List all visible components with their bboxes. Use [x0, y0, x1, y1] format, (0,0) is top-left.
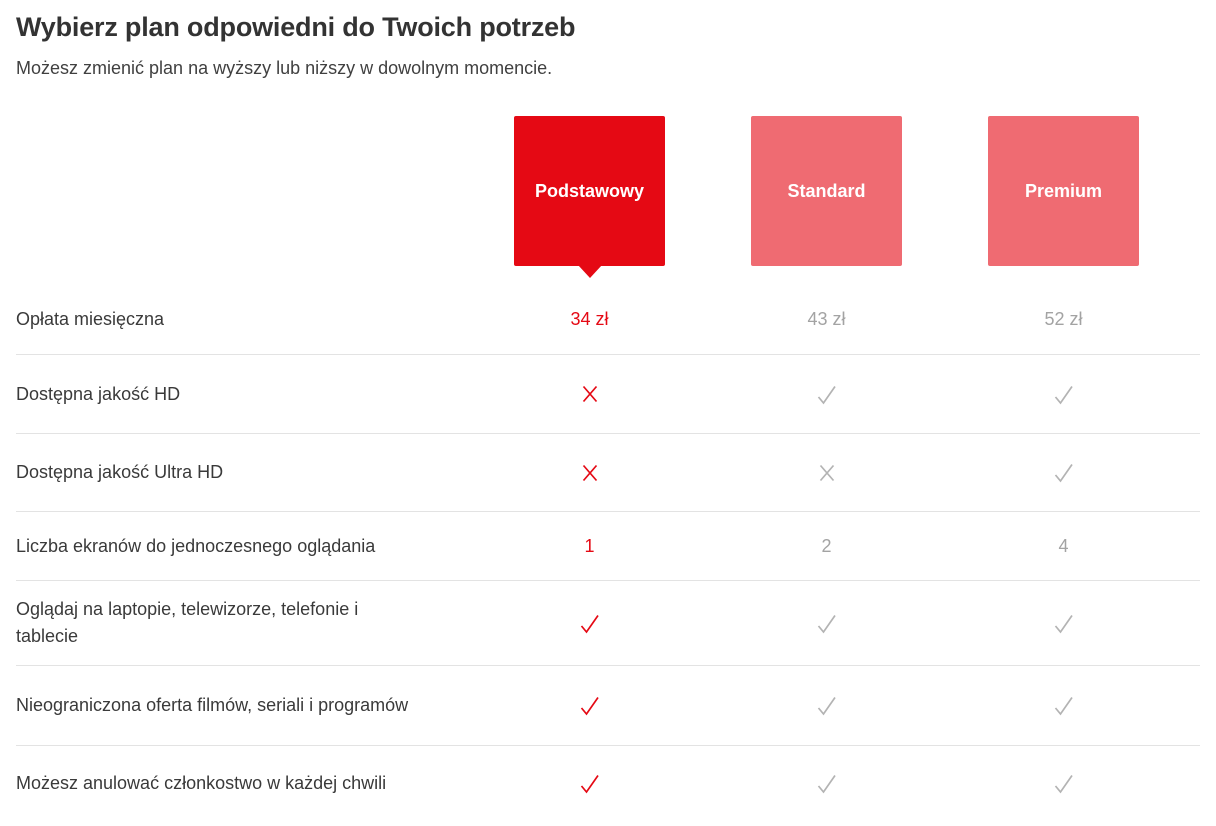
feature-value-podstawowy[interactable]	[581, 384, 599, 404]
check-icon	[817, 385, 836, 404]
feature-row: Dostępna jakość HD	[16, 355, 1200, 434]
feature-value-podstawowy[interactable]	[581, 463, 599, 483]
check-icon	[1054, 464, 1073, 483]
feature-value-premium[interactable]	[1050, 771, 1077, 796]
feature-value-premium[interactable]	[1050, 693, 1077, 718]
feature-label: Dostępna jakość Ultra HD	[16, 462, 224, 482]
page-title: Wybierz plan odpowiedni do Twoich potrze…	[16, 12, 576, 42]
feature-value-premium[interactable]: 52 zł	[1044, 309, 1083, 329]
x-icon	[819, 464, 834, 481]
x-icon	[582, 464, 597, 481]
x-icon	[582, 385, 597, 403]
feature-value-standard[interactable]	[813, 382, 840, 407]
feature-row: Oglądaj na laptopie, telewizorze, telefo…	[16, 581, 1200, 666]
feature-row: Dostępna jakość Ultra HD	[16, 434, 1200, 512]
feature-value-standard[interactable]	[813, 693, 840, 718]
feature-label: Oglądaj na laptopie, telewizorze, telefo…	[16, 599, 359, 646]
selected-plan-arrow-icon	[577, 265, 602, 278]
plan-box-premium[interactable]: Premium	[988, 116, 1139, 266]
feature-row: Nieograniczona oferta filmów, seriali i …	[16, 666, 1200, 746]
feature-value-podstawowy[interactable]	[576, 771, 603, 796]
feature-label: Możesz anulować członkostwo w każdej chw…	[16, 773, 387, 793]
feature-value-podstawowy[interactable]	[576, 611, 603, 636]
plan-name: Premium	[1024, 180, 1103, 201]
check-icon	[817, 614, 836, 633]
check-icon	[1054, 697, 1073, 716]
check-icon	[580, 614, 599, 633]
check-icon	[1054, 385, 1073, 404]
feature-value-standard[interactable]	[813, 611, 840, 636]
feature-row: Liczba ekranów do jednoczesnego oglądani…	[16, 512, 1200, 581]
plan-header-row: Podstawowy Standard Premium	[16, 116, 1200, 279]
feature-label: Dostępna jakość HD	[16, 383, 181, 404]
plan-box-standard[interactable]: Standard	[751, 116, 902, 266]
plan-box-podstawowy[interactable]: Podstawowy	[514, 116, 665, 278]
feature-label: Opłata miesięczna	[16, 309, 165, 329]
check-icon	[580, 697, 599, 716]
feature-value-premium[interactable]: 4	[1058, 535, 1069, 556]
feature-value-podstawowy[interactable]	[576, 693, 603, 718]
feature-value-premium[interactable]	[1050, 382, 1077, 407]
check-icon	[1054, 775, 1073, 794]
feature-value-premium[interactable]	[1050, 460, 1077, 485]
feature-label: Liczba ekranów do jednoczesnego oglądani…	[16, 535, 376, 556]
check-icon	[1054, 614, 1073, 633]
check-icon	[817, 697, 836, 716]
feature-row: Możesz anulować członkostwo w każdej chw…	[16, 746, 1200, 821]
feature-value-standard[interactable]: 2	[821, 535, 832, 556]
feature-value-podstawowy[interactable]: 1	[584, 535, 595, 556]
feature-row: Opłata miesięczna 34 zł 43 zł 52 zł	[16, 285, 1200, 355]
plan-name: Standard	[787, 180, 866, 201]
check-icon	[817, 775, 836, 794]
feature-table: Opłata miesięczna 34 zł 43 zł 52 zł Dostępna…	[16, 285, 1200, 821]
feature-value-standard[interactable]: 43 zł	[807, 309, 846, 329]
plan-name: Podstawowy	[534, 180, 645, 201]
page-subtitle: Możesz zmienić plan na wyższy lub niższy…	[16, 58, 553, 78]
feature-value-standard[interactable]	[818, 463, 836, 483]
feature-value-standard[interactable]	[813, 771, 840, 796]
feature-label: Nieograniczona oferta filmów, seriali i …	[16, 695, 409, 715]
feature-value-premium[interactable]	[1050, 611, 1077, 636]
feature-value-podstawowy[interactable]: 34 zł	[570, 309, 609, 329]
check-icon	[580, 775, 599, 794]
